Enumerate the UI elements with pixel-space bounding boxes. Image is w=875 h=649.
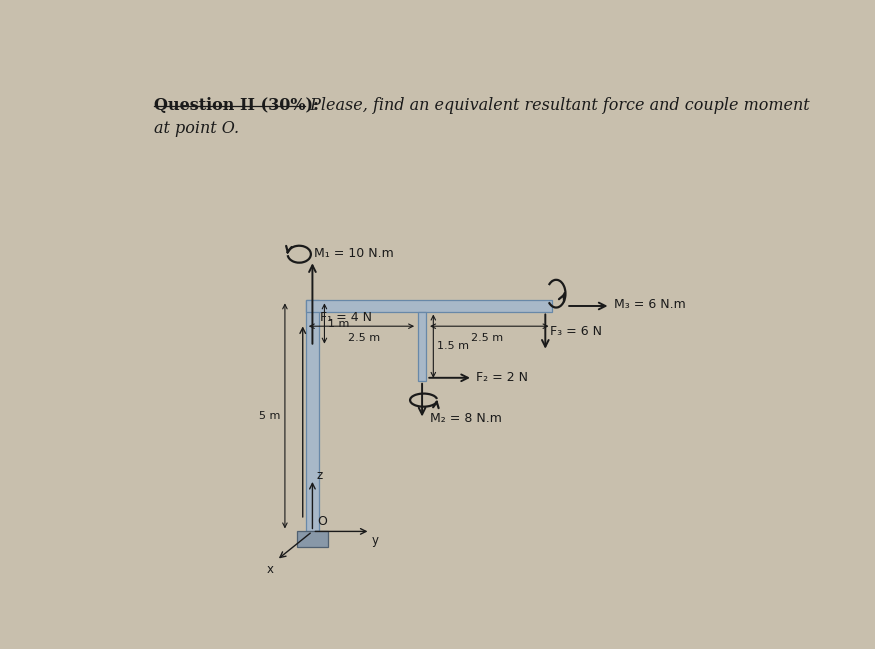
- FancyBboxPatch shape: [306, 300, 319, 532]
- Text: F₃ = 6 N: F₃ = 6 N: [550, 325, 602, 338]
- Text: F₂ = 2 N: F₂ = 2 N: [476, 371, 528, 384]
- FancyBboxPatch shape: [418, 312, 426, 381]
- Text: F₁ = 4 N: F₁ = 4 N: [320, 311, 372, 324]
- FancyBboxPatch shape: [306, 300, 551, 312]
- Text: M₃ = 6 N.m: M₃ = 6 N.m: [613, 298, 685, 311]
- Text: 2.5 m: 2.5 m: [471, 333, 503, 343]
- Text: M₂ = 8 N.m: M₂ = 8 N.m: [430, 413, 501, 426]
- Text: 2.5 m: 2.5 m: [348, 333, 380, 343]
- Text: y: y: [372, 535, 379, 548]
- Text: 1 m: 1 m: [328, 319, 350, 328]
- Text: Please, find an equivalent resultant force and couple moment: Please, find an equivalent resultant for…: [304, 97, 809, 114]
- Text: z: z: [316, 469, 323, 482]
- Text: 5 m: 5 m: [259, 411, 280, 421]
- Text: O: O: [317, 515, 327, 528]
- Text: M₁ = 10 N.m: M₁ = 10 N.m: [314, 247, 394, 260]
- Text: Question II (30%):: Question II (30%):: [154, 97, 319, 114]
- Text: at point O.: at point O.: [154, 120, 240, 137]
- FancyBboxPatch shape: [297, 532, 328, 547]
- Text: x: x: [266, 563, 273, 576]
- Text: 1.5 m: 1.5 m: [438, 341, 469, 351]
